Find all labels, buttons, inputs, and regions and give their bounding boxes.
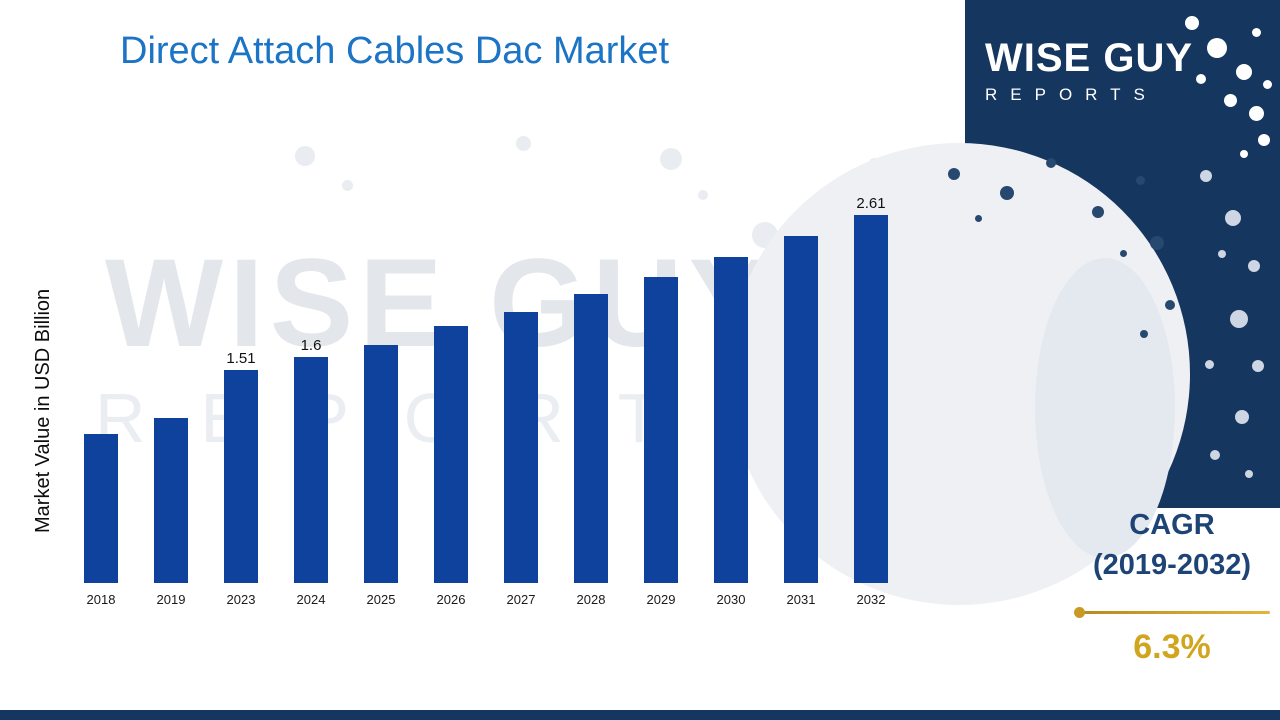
cagr-value: 6.3%	[1133, 628, 1211, 666]
decorative-dot	[1185, 16, 1199, 30]
decorative-dot	[1207, 38, 1227, 58]
brand-logo-reports: REPORTS	[985, 85, 1158, 104]
decorative-dot	[1248, 260, 1260, 272]
bar-chart: 1.51 1.6 2.61	[66, 183, 906, 583]
decorative-dot	[698, 190, 708, 200]
decorative-dot	[1230, 310, 1248, 328]
decorative-dot	[1258, 134, 1270, 146]
decorative-dot	[1000, 186, 1014, 200]
gold-dot-icon	[1074, 607, 1085, 618]
x-axis-labels: 2018 2019 2023 2024 2025 2026 2027 2028 2029 2030…	[66, 592, 906, 607]
decorative-dot	[948, 168, 960, 180]
decorative-dot	[1245, 470, 1253, 478]
decorative-dot	[1263, 80, 1272, 89]
x-tick-2032: 2032	[856, 592, 886, 607]
decorative-dot	[975, 215, 982, 222]
x-tick-2029: 2029	[646, 592, 676, 607]
x-tick-2018: 2018	[86, 592, 116, 607]
gold-divider	[1074, 607, 1270, 618]
decorative-dot	[1120, 250, 1127, 257]
x-tick-2019: 2019	[156, 592, 186, 607]
decorative-dot	[1092, 206, 1104, 218]
bar-2032	[854, 215, 888, 583]
decorative-dot	[1210, 450, 1220, 460]
x-tick-2030: 2030	[716, 592, 746, 607]
decorative-dot	[1140, 330, 1148, 338]
bar-value-label-2023: 1.51	[226, 350, 256, 367]
y-axis-label: Market Value in USD Billion	[32, 288, 54, 533]
x-tick-2023: 2023	[226, 592, 256, 607]
bar-column-2027	[486, 312, 556, 583]
x-tick-2027: 2027	[506, 592, 536, 607]
bar-value-label-2032: 2.61	[856, 195, 886, 212]
decorative-dot	[1136, 176, 1145, 185]
decorative-dot	[1224, 94, 1237, 107]
bottom-bar	[0, 710, 1280, 720]
bar-2028	[574, 294, 608, 583]
bar-column-2031	[766, 236, 836, 583]
bar-column-2028	[556, 294, 626, 583]
decorative-dot	[1218, 250, 1226, 258]
bar-2018	[84, 434, 118, 583]
x-tick-2024: 2024	[296, 592, 326, 607]
decorative-dot	[1165, 300, 1175, 310]
bar-2024	[294, 357, 328, 583]
decorative-dot	[1196, 74, 1206, 84]
brand-logo-wiseguy: WISE GUY	[985, 36, 1194, 80]
bar-column-2018	[66, 434, 136, 583]
decorative-dot	[516, 136, 531, 151]
decorative-dot	[1252, 28, 1261, 37]
decorative-dot	[1150, 236, 1164, 250]
bar-column-2019	[136, 418, 206, 583]
bar-column-2025	[346, 345, 416, 583]
bar-column-2026	[416, 326, 486, 583]
bar-2019	[154, 418, 188, 583]
bar-2023	[224, 370, 258, 583]
decorative-dot	[1200, 170, 1212, 182]
bar-2029	[644, 277, 678, 583]
cagr-label: CAGR	[1129, 509, 1215, 541]
cagr-block: CAGR (2019-2032)	[1068, 505, 1276, 585]
decorative-dot	[1205, 360, 1214, 369]
bar-2027	[504, 312, 538, 583]
bar-2026	[434, 326, 468, 583]
decorative-dot	[1240, 150, 1248, 158]
face-profile-shape	[1035, 258, 1175, 558]
bar-column-2024: 1.6	[276, 337, 346, 583]
bar-column-2032: 2.61	[836, 195, 906, 583]
decorative-dot	[1252, 360, 1264, 372]
decorative-dot	[342, 180, 353, 191]
x-tick-2028: 2028	[576, 592, 606, 607]
bar-2030	[714, 257, 748, 583]
bar-2025	[364, 345, 398, 583]
bar-column-2029	[626, 277, 696, 583]
decorative-dot	[1225, 210, 1241, 226]
page-title: Direct Attach Cables Dac Market	[120, 30, 670, 72]
bar-column-2023: 1.51	[206, 350, 276, 583]
brand-logo: WISE GUY REPORTS	[985, 36, 1193, 105]
bar-2031	[784, 236, 818, 583]
decorative-dot	[1046, 158, 1056, 168]
x-tick-2026: 2026	[436, 592, 466, 607]
x-tick-2031: 2031	[786, 592, 816, 607]
decorative-dot	[1249, 106, 1264, 121]
x-tick-2025: 2025	[366, 592, 396, 607]
decorative-dot	[1236, 64, 1252, 80]
decorative-dot	[295, 146, 315, 166]
bar-column-2030	[696, 257, 766, 583]
decorative-dot	[660, 148, 682, 170]
cagr-years: (2019-2032)	[1093, 549, 1251, 581]
decorative-dot	[1235, 410, 1249, 424]
bar-value-label-2024: 1.6	[300, 337, 322, 354]
